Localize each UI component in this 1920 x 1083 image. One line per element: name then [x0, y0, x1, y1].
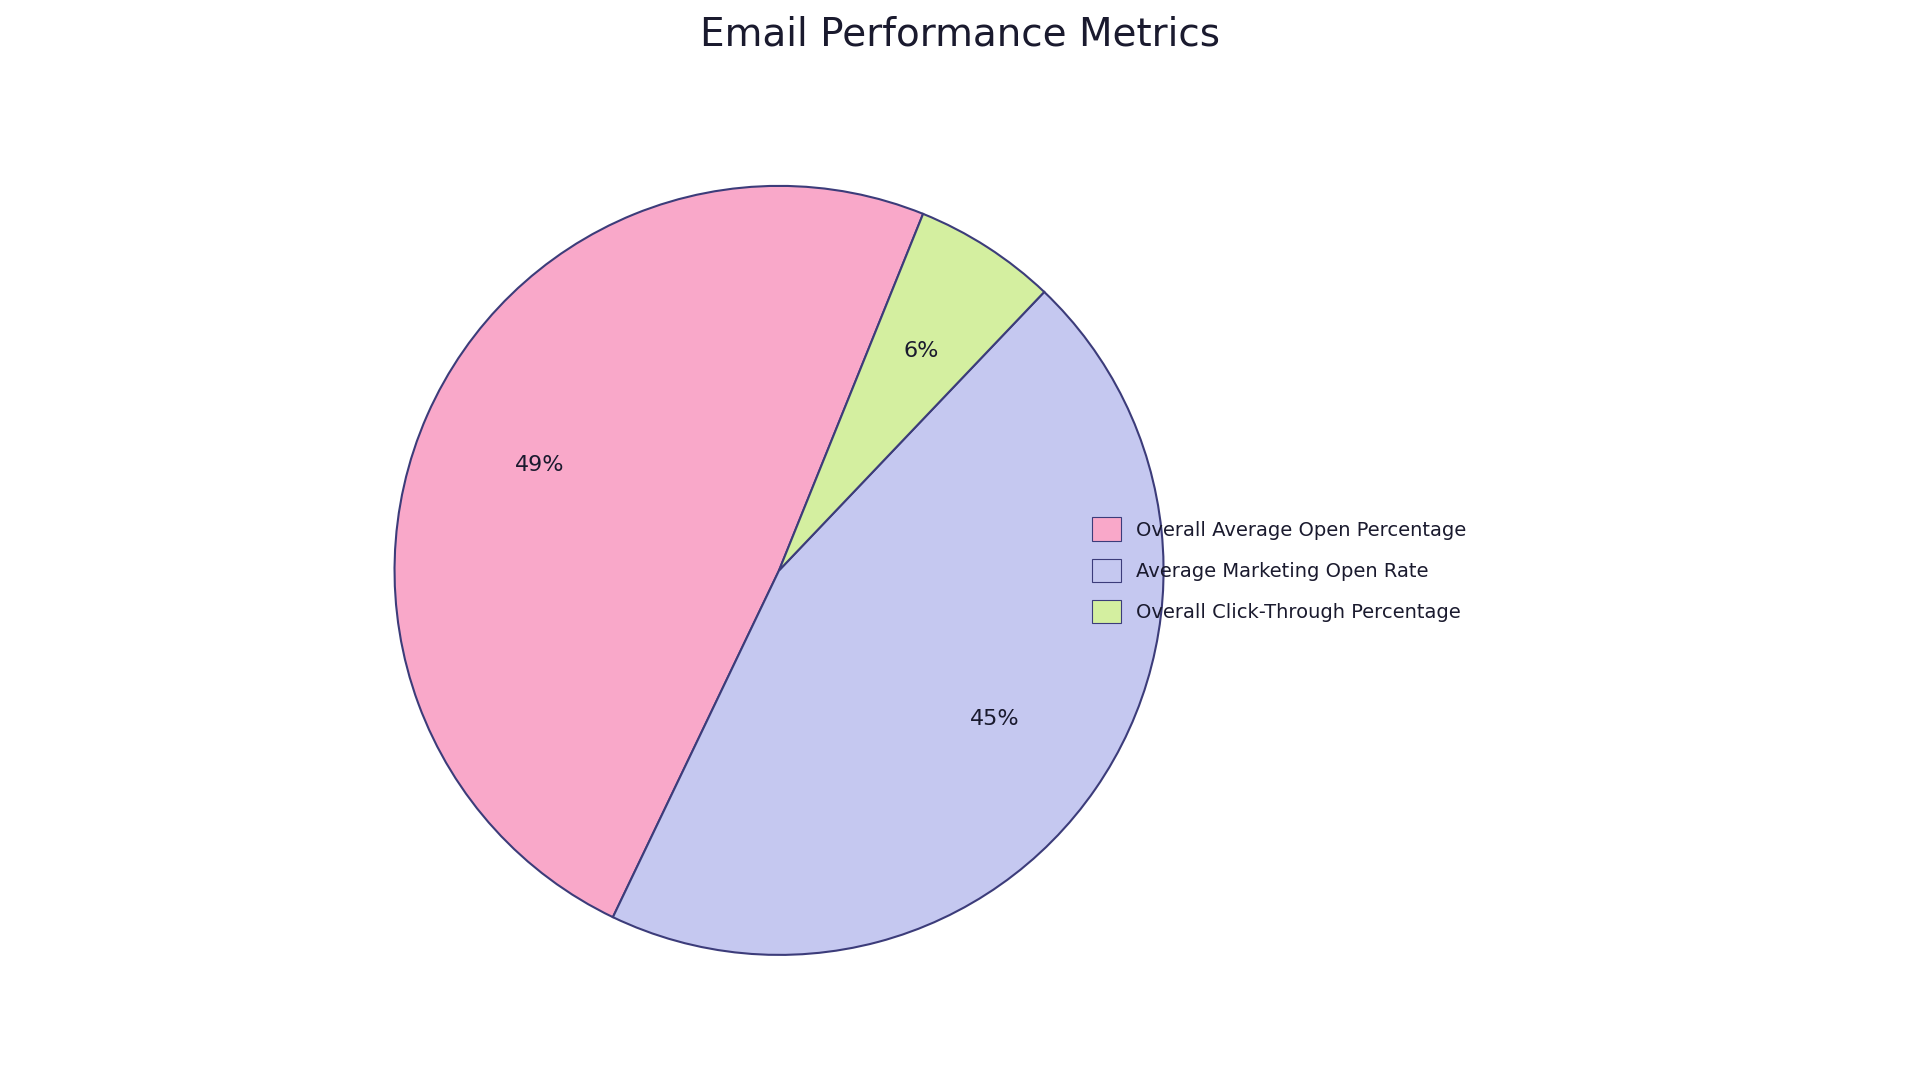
Text: 45%: 45% [970, 709, 1020, 729]
Text: 6%: 6% [902, 341, 939, 361]
Text: 49%: 49% [515, 455, 564, 474]
Wedge shape [612, 292, 1164, 955]
Wedge shape [394, 186, 924, 917]
Wedge shape [780, 213, 1044, 571]
Title: Email Performance Metrics: Email Performance Metrics [701, 15, 1219, 53]
Legend: Overall Average Open Percentage, Average Marketing Open Rate, Overall Click-Thro: Overall Average Open Percentage, Average… [1081, 508, 1476, 634]
